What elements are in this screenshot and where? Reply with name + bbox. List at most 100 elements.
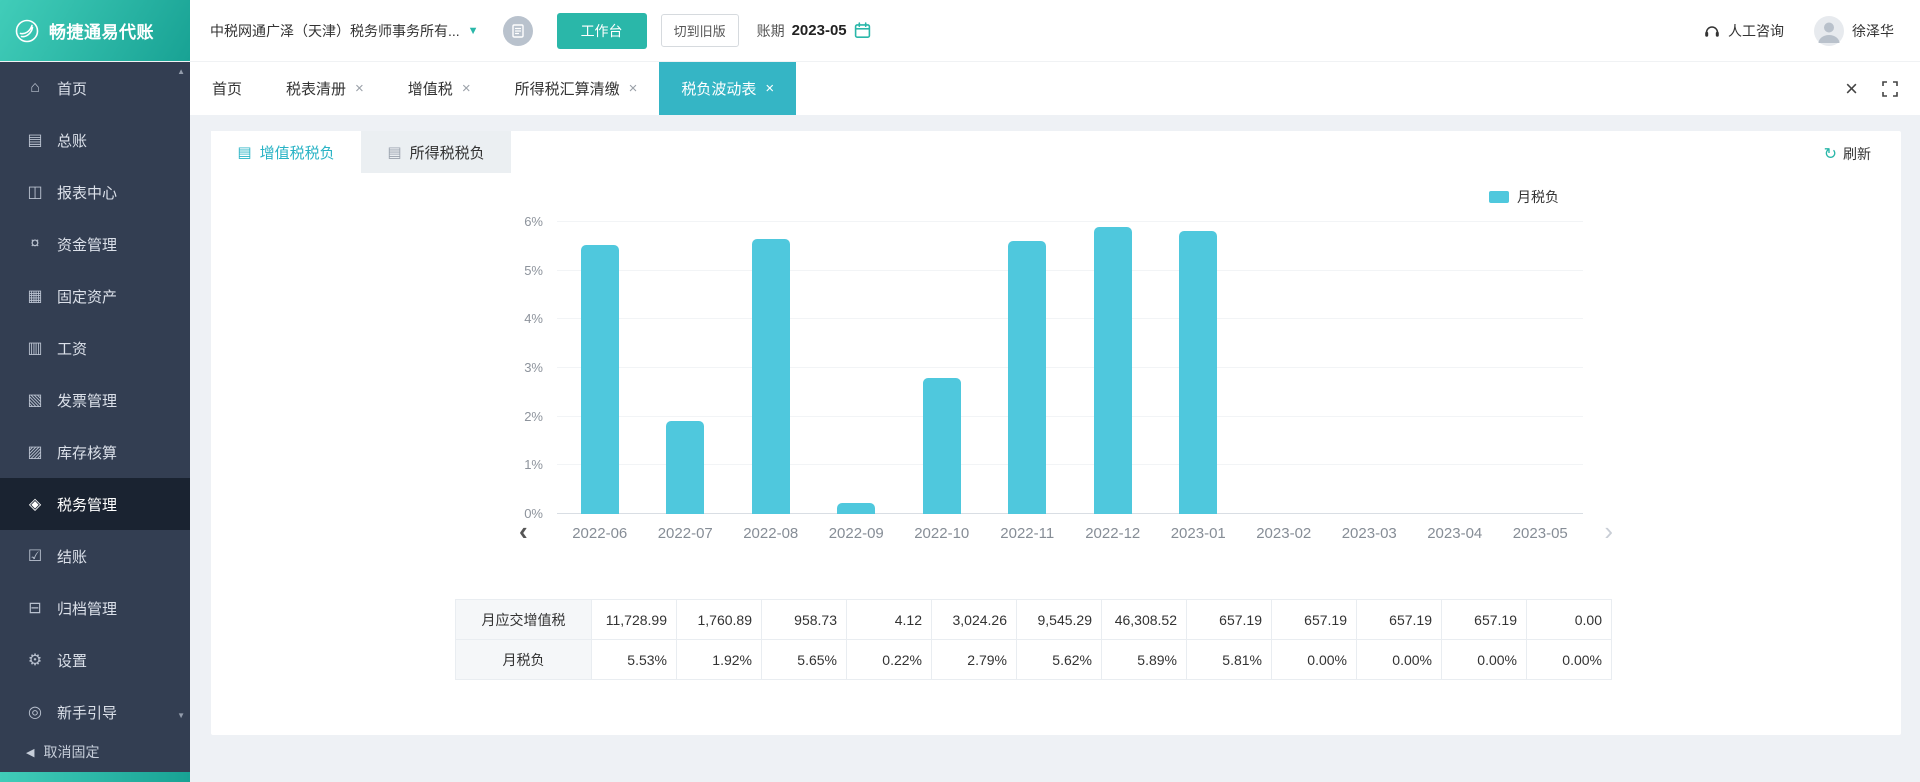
subtab-label: 所得税税负 bbox=[409, 144, 485, 162]
top-header: 畅捷通易代账 中税网通广泽（天津）税务师事务所有... ▼ 工作台 切到旧版 账… bbox=[0, 0, 1920, 62]
y-tick-label: 4% bbox=[524, 311, 543, 327]
sidebar-item-label: 归档管理 bbox=[57, 600, 118, 618]
user-menu[interactable]: 徐泽华 bbox=[1814, 15, 1894, 46]
sidebar-nav: ⌂ 首页 ▤ 总账 ◫ 报表中心 ¤ 资金管理 ▦ 固定资产 ▥ 工资 ▧ 发票管理 ▨ 库存核算 ◈ 税务管理 ☑… bbox=[0, 62, 190, 732]
content-area: ▤ 增值税税负 ▤ 所得税税负 ↻ 刷新 月税负 bbox=[190, 115, 1920, 782]
sidebar-scroll-up-icon[interactable]: ▲ bbox=[177, 67, 185, 76]
x-tick-label: 2023-01 bbox=[1170, 525, 1226, 542]
table-cell: 657.19 bbox=[1356, 599, 1442, 640]
table-cell: 0.00% bbox=[1271, 639, 1357, 680]
row-header-cell: 月应交增值税 bbox=[455, 599, 592, 640]
company-selector[interactable]: 中税网通广泽（天津）税务师事务所有... ▼ bbox=[210, 21, 479, 41]
subtab-vat-burden[interactable]: ▤ 增值税税负 bbox=[211, 131, 361, 173]
payroll-icon: ▥ bbox=[27, 340, 43, 357]
sidebar-item-payroll[interactable]: ▥ 工资 bbox=[0, 322, 190, 374]
sidebar: ▲ ⌂ 首页 ▤ 总账 ◫ 报表中心 ¤ 资金管理 ▦ 固定资产 ▥ 工资 ▧ 发票管理 ▨ 库存核算 ◈ 税务管… bbox=[0, 62, 190, 782]
logo-icon bbox=[14, 18, 40, 44]
legend-label: 月税负 bbox=[1517, 189, 1559, 205]
switch-old-version-button[interactable]: 切到旧版 bbox=[660, 14, 739, 47]
sidebar-item-beginner-guide[interactable]: ◎ 新手引导 bbox=[0, 686, 190, 732]
tab-tax-form-register[interactable]: 税表清册 × bbox=[264, 62, 386, 115]
chart-prev-icon[interactable]: ‹ bbox=[519, 516, 528, 546]
legend-swatch bbox=[1489, 191, 1509, 203]
sidebar-bottom-strip bbox=[0, 772, 190, 782]
gridline bbox=[557, 318, 1583, 320]
bar-2022-11 bbox=[1008, 240, 1047, 514]
home-icon: ⌂ bbox=[30, 79, 40, 96]
bar-2022-09 bbox=[837, 503, 876, 514]
table-cell: 0.00% bbox=[1356, 639, 1442, 680]
table-cell: 5.62% bbox=[1016, 639, 1102, 680]
period-value: 2023-05 bbox=[791, 22, 847, 39]
sidebar-item-label: 工资 bbox=[57, 340, 88, 358]
table-cell: 0.00% bbox=[1526, 639, 1612, 680]
sidebar-item-invoice-management[interactable]: ▧ 发票管理 bbox=[0, 374, 190, 426]
bar-slot bbox=[728, 222, 814, 514]
close-tab-icon[interactable]: × bbox=[1845, 75, 1858, 101]
gridline bbox=[557, 367, 1583, 368]
tab-home[interactable]: 首页 bbox=[190, 62, 264, 115]
license-badge-icon[interactable] bbox=[502, 15, 533, 46]
invoices-icon: ▧ bbox=[27, 392, 43, 409]
ledger-icon: ▤ bbox=[27, 132, 43, 149]
tab-close-icon[interactable]: × bbox=[765, 80, 775, 97]
refresh-button[interactable]: ↻ 刷新 bbox=[1824, 144, 1871, 164]
bar-slot bbox=[985, 222, 1071, 514]
sidebar-item-label: 首页 bbox=[57, 80, 88, 98]
chart-next-icon[interactable]: › bbox=[1604, 516, 1613, 546]
sidebar-item-closing[interactable]: ☑ 结账 bbox=[0, 530, 190, 582]
chart-legend: 月税负 bbox=[1489, 187, 1559, 207]
tab-label: 首页 bbox=[212, 81, 243, 98]
x-tick-label: 2022-12 bbox=[1085, 525, 1141, 542]
bar-2022-10 bbox=[922, 378, 961, 514]
table-cell: 657.19 bbox=[1186, 599, 1272, 640]
sidebar-item-funds-management[interactable]: ¤ 资金管理 bbox=[0, 218, 190, 270]
tab-tax-burden-fluctuation[interactable]: 税负波动表 × bbox=[659, 62, 797, 115]
chart-bars bbox=[557, 222, 1583, 514]
tab-vat[interactable]: 增值税 × bbox=[386, 62, 493, 115]
bar-slot bbox=[814, 222, 900, 514]
settings-icon: ⚙ bbox=[27, 652, 43, 669]
calendar-icon[interactable] bbox=[854, 22, 871, 39]
unpin-button[interactable]: ◀ 取消固定 bbox=[0, 732, 190, 772]
accounting-period[interactable]: 账期 2023-05 bbox=[757, 21, 871, 41]
sidebar-item-label: 总账 bbox=[57, 132, 88, 150]
gridline bbox=[557, 464, 1583, 466]
bar-slot bbox=[1412, 222, 1498, 514]
chart-x-labels: 2022-06 2022-07 2022-08 2022-09 2022-10 2022-… bbox=[557, 525, 1583, 542]
tab-close-icon[interactable]: × bbox=[355, 80, 364, 97]
sidebar-item-archive-management[interactable]: ⊟ 归档管理 bbox=[0, 582, 190, 634]
bar-slot bbox=[1327, 222, 1413, 514]
headset-icon bbox=[1703, 22, 1721, 40]
tab-close-icon[interactable]: × bbox=[628, 80, 638, 97]
table-cell: 4.12 bbox=[846, 599, 932, 640]
header-right: 人工咨询 徐泽华 bbox=[1703, 15, 1920, 46]
period-label: 账期 bbox=[756, 22, 785, 39]
sidebar-item-report-center[interactable]: ◫ 报表中心 bbox=[0, 166, 190, 218]
tab-income-tax-settlement[interactable]: 所得税汇算清缴 × bbox=[493, 62, 660, 115]
table-cell: 5.53% bbox=[591, 639, 677, 680]
workbench-button[interactable]: 工作台 bbox=[556, 12, 647, 49]
sidebar-item-general-ledger[interactable]: ▤ 总账 bbox=[0, 114, 190, 166]
unpin-icon: ◀ bbox=[26, 746, 35, 759]
table-cell: 0.00% bbox=[1441, 639, 1527, 680]
support-button[interactable]: 人工咨询 bbox=[1703, 21, 1784, 41]
unpin-label: 取消固定 bbox=[43, 744, 100, 760]
sidebar-item-inventory-accounting[interactable]: ▨ 库存核算 bbox=[0, 426, 190, 478]
subtab-income-tax-burden[interactable]: ▤ 所得税税负 bbox=[361, 131, 511, 173]
sidebar-item-fixed-assets[interactable]: ▦ 固定资产 bbox=[0, 270, 190, 322]
fullscreen-icon[interactable] bbox=[1882, 80, 1898, 97]
tab-close-icon[interactable]: × bbox=[461, 80, 471, 97]
sidebar-scroll-down-icon[interactable]: ▼ bbox=[177, 711, 185, 720]
company-name: 中税网通广泽（天津）税务师事务所有... bbox=[210, 22, 460, 39]
sidebar-item-tax-management[interactable]: ◈ 税务管理 bbox=[0, 478, 190, 530]
x-tick-label: 2023-04 bbox=[1427, 525, 1483, 542]
sidebar-item-home[interactable]: ⌂ 首页 bbox=[0, 62, 190, 114]
table-cell: 5.65% bbox=[761, 639, 847, 680]
bar-slot bbox=[557, 222, 643, 514]
table-cell: 1.92% bbox=[676, 639, 762, 680]
sidebar-item-settings[interactable]: ⚙ 设置 bbox=[0, 634, 190, 686]
y-tick-label: 0% bbox=[524, 506, 543, 521]
table-cell: 657.19 bbox=[1271, 599, 1357, 640]
bar-slot bbox=[1498, 222, 1584, 514]
